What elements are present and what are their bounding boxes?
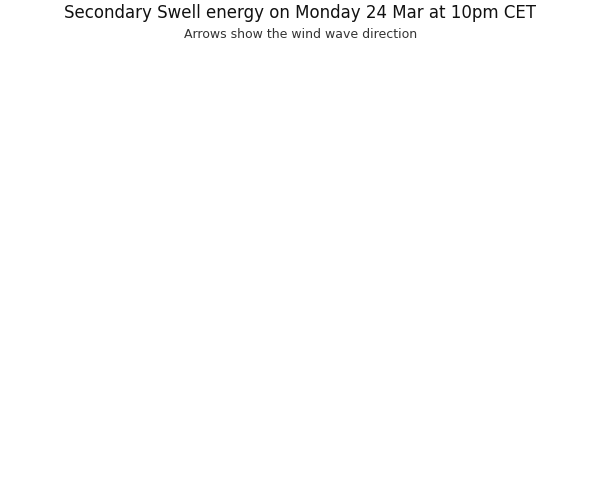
Text: Arrows show the wind wave direction: Arrows show the wind wave direction xyxy=(184,28,417,41)
Text: Secondary Swell energy on Monday 24 Mar at 10pm CET: Secondary Swell energy on Monday 24 Mar … xyxy=(64,5,537,22)
Text: Cartopy not available: Cartopy not available xyxy=(196,265,405,284)
